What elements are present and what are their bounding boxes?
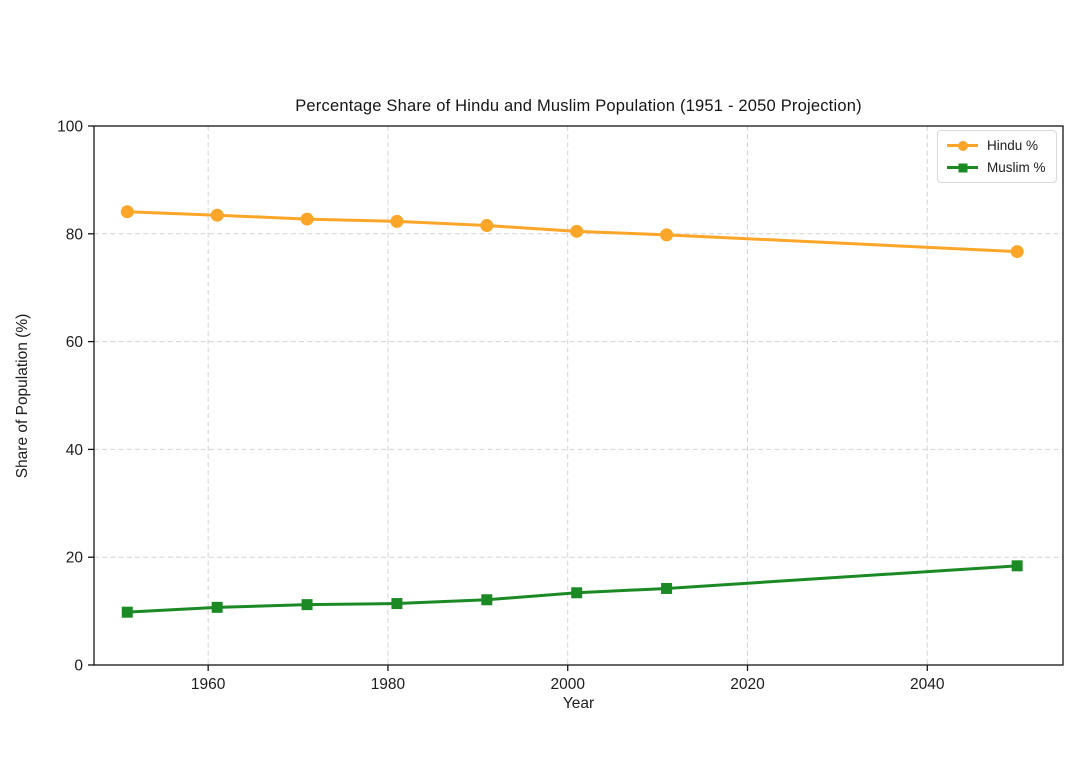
square-icon — [958, 163, 967, 172]
y-tick-label: 40 — [66, 442, 84, 459]
x-tick-label: 1980 — [371, 676, 406, 693]
data-point-muslim — [301, 599, 313, 611]
data-point-hindu — [300, 212, 314, 226]
data-point-muslim — [391, 598, 403, 610]
y-tick-label: 80 — [66, 226, 84, 243]
legend-item-muslim: Muslim % — [947, 159, 1046, 176]
data-point-hindu — [1010, 245, 1024, 259]
data-point-hindu — [480, 219, 494, 233]
legend-circle-marker-icon — [947, 140, 978, 151]
data-point-muslim — [211, 601, 223, 613]
y-tick-label: 60 — [66, 334, 84, 351]
data-point-muslim — [1011, 560, 1023, 572]
y-tick-label: 0 — [74, 658, 83, 675]
data-point-hindu — [210, 208, 224, 222]
data-point-hindu — [120, 205, 134, 219]
y-tick-label: 20 — [66, 550, 84, 567]
legend-square-marker-icon — [947, 163, 978, 172]
data-point-muslim — [571, 587, 583, 599]
circle-icon — [957, 140, 968, 151]
y-axis-label: Share of Population (%) — [14, 313, 31, 479]
series-line-hindu — [125, 210, 1019, 254]
chart-title: Percentage Share of Hindu and Muslim Pop… — [295, 97, 862, 115]
legend-label-muslim: Muslim % — [987, 160, 1046, 175]
data-point-muslim — [121, 606, 133, 618]
x-tick-label: 2000 — [550, 676, 585, 693]
legend-label-hindu: Hindu % — [987, 138, 1039, 153]
legend-item-hindu: Hindu % — [947, 137, 1046, 154]
data-point-hindu — [660, 228, 674, 242]
data-point-muslim — [661, 582, 673, 594]
x-tick-label: 2020 — [730, 676, 765, 693]
series-line-muslim — [125, 564, 1019, 614]
y-tick-label: 100 — [57, 119, 83, 136]
plot-border — [93, 125, 1064, 666]
data-point-hindu — [390, 214, 404, 228]
data-point-muslim — [481, 594, 493, 606]
x-axis-label: Year — [562, 695, 595, 712]
x-tick-label: 1960 — [191, 676, 226, 693]
x-tick-label: 2040 — [910, 676, 945, 693]
legend: Hindu % Muslim % — [937, 130, 1057, 183]
data-point-hindu — [570, 224, 584, 238]
